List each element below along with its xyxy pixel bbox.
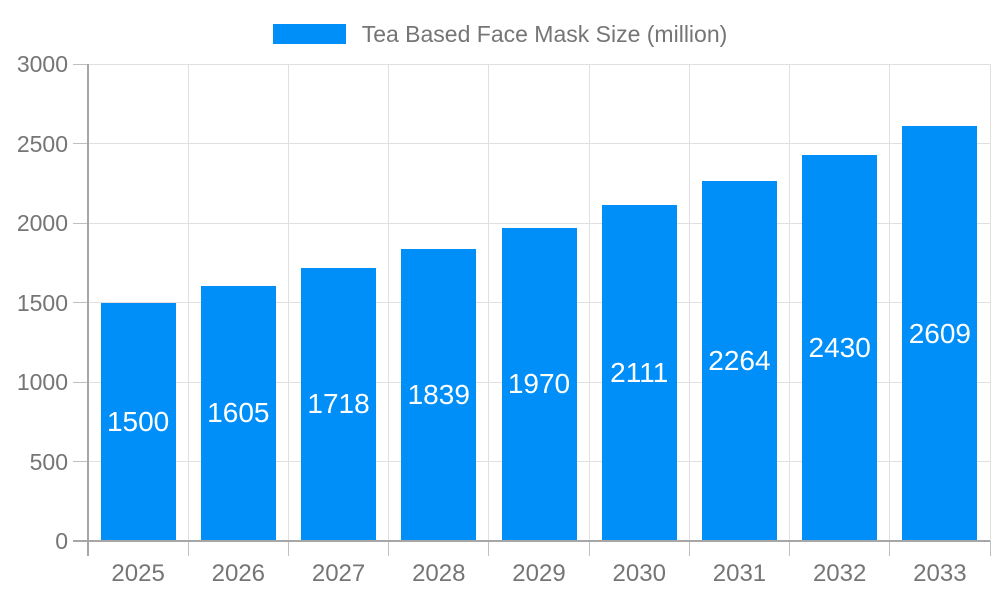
bar-2032[interactable] xyxy=(802,154,878,541)
x-axis-tick xyxy=(989,541,991,556)
x-axis-tick xyxy=(187,541,189,556)
bar-2028[interactable] xyxy=(401,248,477,541)
x-tick-label: 2028 xyxy=(412,560,466,587)
x-axis-line xyxy=(73,540,990,542)
y-tick-label: 1500 xyxy=(16,289,68,316)
y-gridline xyxy=(88,143,990,144)
bar-2026[interactable] xyxy=(200,285,276,541)
y-gridline xyxy=(88,63,990,65)
bar-2027[interactable] xyxy=(301,267,377,541)
y-gridline xyxy=(88,222,990,224)
legend-swatch-icon xyxy=(272,24,346,44)
legend-item[interactable]: Tea Based Face Mask Size (million) xyxy=(0,21,1000,47)
y-tick-label: 2000 xyxy=(16,210,68,236)
y-tick-label: 500 xyxy=(29,448,68,475)
legend-label: Tea Based Face Mask Size (million) xyxy=(361,21,728,47)
x-gridline xyxy=(488,64,490,541)
x-tick-label: 2030 xyxy=(612,560,666,587)
x-gridline xyxy=(187,64,189,541)
x-tick-label: 2031 xyxy=(712,560,767,587)
x-gridline xyxy=(989,64,991,541)
y-axis-line xyxy=(87,64,89,556)
x-axis-tick xyxy=(588,541,590,556)
x-axis-tick xyxy=(488,541,490,556)
x-axis-tick xyxy=(789,541,791,556)
y-axis-tick xyxy=(73,63,88,65)
x-gridline xyxy=(287,64,289,541)
x-tick-label: 2025 xyxy=(111,560,165,587)
bar-2033[interactable] xyxy=(902,126,978,541)
y-tick-label: 3000 xyxy=(16,51,68,77)
bar-2030[interactable] xyxy=(601,205,677,541)
x-gridline xyxy=(388,64,390,541)
x-tick-label: 2027 xyxy=(311,560,366,587)
x-axis-tick xyxy=(688,541,690,556)
x-gridline xyxy=(889,64,891,541)
y-tick-label: 1000 xyxy=(16,369,68,395)
x-tick-label: 2032 xyxy=(812,560,867,587)
x-axis-tick xyxy=(287,541,289,556)
x-tick-label: 2033 xyxy=(913,560,967,587)
y-axis-tick xyxy=(73,461,88,462)
bar-2029[interactable] xyxy=(501,227,577,541)
bar-2025[interactable] xyxy=(100,302,176,541)
x-tick-label: 2026 xyxy=(211,560,266,587)
x-axis-tick xyxy=(889,541,891,556)
y-tick-label: 0 xyxy=(55,528,68,554)
x-axis-tick xyxy=(388,541,390,556)
x-gridline xyxy=(789,64,791,541)
y-axis-tick xyxy=(73,381,88,383)
y-tick-label: 2500 xyxy=(16,130,68,157)
y-axis-tick xyxy=(73,143,88,144)
x-gridline xyxy=(588,64,590,541)
y-axis-tick xyxy=(73,222,88,224)
x-tick-label: 2029 xyxy=(512,560,566,587)
y-axis-tick xyxy=(73,302,88,303)
x-gridline xyxy=(688,64,690,541)
bar-2031[interactable] xyxy=(701,181,777,541)
